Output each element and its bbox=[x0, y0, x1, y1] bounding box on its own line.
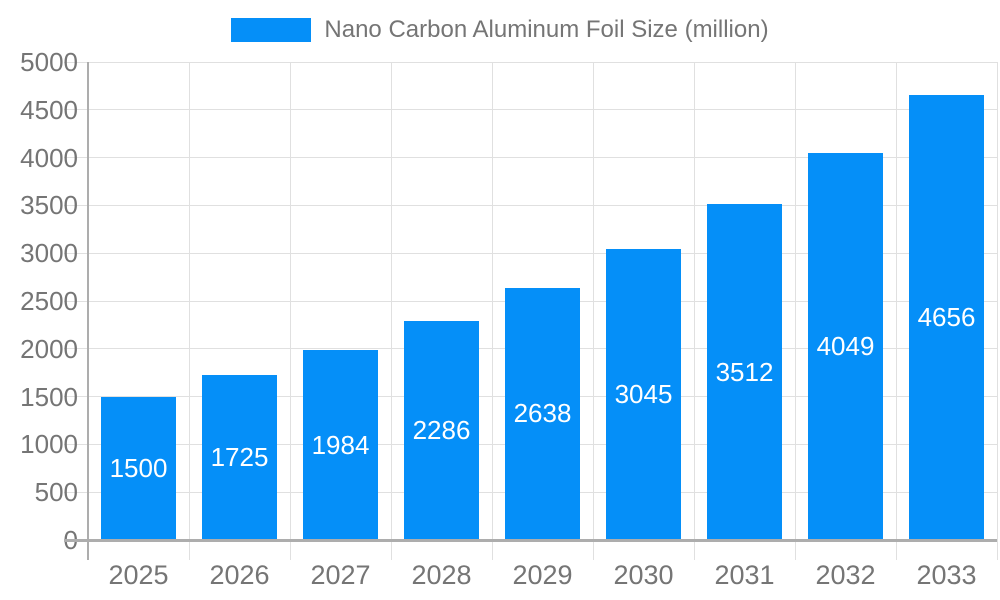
gridline-vertical bbox=[592, 62, 594, 540]
gridline-horizontal bbox=[88, 252, 997, 254]
bar[interactable]: 2286 bbox=[404, 321, 479, 540]
y-tick-label: 500 bbox=[34, 477, 78, 508]
bar[interactable]: 1500 bbox=[101, 396, 176, 540]
y-tick-label: 3500 bbox=[20, 190, 78, 221]
x-axis-tick bbox=[289, 540, 291, 560]
x-axis-tick bbox=[188, 540, 190, 560]
gridline-horizontal bbox=[88, 157, 997, 159]
bar-value-label: 1984 bbox=[311, 429, 370, 460]
x-axis-tick bbox=[895, 540, 897, 560]
x-tick-label: 2027 bbox=[310, 560, 371, 590]
legend-swatch bbox=[231, 18, 312, 42]
bar-value-label: 2286 bbox=[412, 415, 471, 446]
gridline-vertical bbox=[895, 62, 897, 540]
y-axis-tick bbox=[64, 157, 88, 159]
y-tick-label: 2000 bbox=[20, 333, 78, 364]
y-axis-tick bbox=[64, 109, 88, 111]
x-tick-label: 2025 bbox=[108, 560, 169, 590]
gridline-horizontal bbox=[88, 204, 997, 206]
legend-label: Nano Carbon Aluminum Foil Size (million) bbox=[324, 16, 769, 43]
x-axis-tick bbox=[592, 540, 594, 560]
x-axis-tick bbox=[693, 540, 695, 560]
y-axis-line bbox=[87, 62, 89, 560]
x-axis-tick bbox=[996, 540, 998, 560]
gridline-vertical bbox=[289, 62, 291, 540]
y-tick-label: 1000 bbox=[20, 429, 78, 460]
bar[interactable]: 1725 bbox=[202, 375, 277, 540]
bar-value-label: 3045 bbox=[614, 378, 673, 409]
x-axis-tick bbox=[491, 540, 493, 560]
bar-value-label: 3512 bbox=[715, 356, 774, 387]
gridline-vertical bbox=[188, 62, 190, 540]
x-axis-tick bbox=[390, 540, 392, 560]
bar[interactable]: 3045 bbox=[606, 248, 681, 540]
gridline-horizontal bbox=[88, 61, 997, 63]
x-tick-label: 2030 bbox=[613, 560, 674, 590]
y-axis-tick bbox=[64, 61, 88, 63]
y-tick-label: 5000 bbox=[20, 47, 78, 77]
y-axis-tick bbox=[64, 252, 88, 254]
x-tick-label: 2029 bbox=[512, 560, 573, 590]
gridline-vertical bbox=[390, 62, 392, 540]
x-axis-tick bbox=[794, 540, 796, 560]
y-axis-tick bbox=[64, 396, 88, 398]
bar-value-label: 4656 bbox=[917, 301, 976, 332]
y-tick-label: 4000 bbox=[20, 142, 78, 173]
bar[interactable]: 4656 bbox=[909, 94, 984, 540]
legend-item[interactable]: Nano Carbon Aluminum Foil Size (million) bbox=[0, 15, 1000, 45]
y-tick-label: 3000 bbox=[20, 238, 78, 269]
bar-value-label: 1725 bbox=[210, 442, 269, 473]
x-tick-label: 2031 bbox=[714, 560, 775, 590]
y-axis-tick bbox=[64, 491, 88, 493]
gridline-vertical bbox=[693, 62, 695, 540]
y-axis-tick bbox=[64, 443, 88, 445]
gridline-vertical bbox=[794, 62, 796, 540]
gridline-vertical bbox=[996, 62, 998, 540]
x-tick-label: 2026 bbox=[209, 560, 270, 590]
bar-value-label: 2638 bbox=[513, 398, 572, 429]
bar[interactable]: 4049 bbox=[808, 152, 883, 540]
y-axis-tick bbox=[64, 204, 88, 206]
y-axis-tick bbox=[64, 300, 88, 302]
x-axis-line bbox=[64, 539, 997, 542]
x-tick-label: 2032 bbox=[815, 560, 876, 590]
y-tick-label: 1500 bbox=[20, 381, 78, 412]
gridline-horizontal bbox=[88, 109, 997, 111]
bar-value-label: 1500 bbox=[109, 452, 168, 483]
bar[interactable]: 1984 bbox=[303, 350, 378, 540]
x-tick-label: 2028 bbox=[411, 560, 472, 590]
y-axis-tick bbox=[64, 348, 88, 350]
gridline-vertical bbox=[491, 62, 493, 540]
bar[interactable]: 3512 bbox=[707, 204, 782, 540]
bar-value-label: 4049 bbox=[816, 330, 875, 361]
y-tick-label: 4500 bbox=[20, 94, 78, 125]
bar[interactable]: 2638 bbox=[505, 287, 580, 540]
x-tick-label: 2033 bbox=[916, 560, 977, 590]
y-tick-label: 2500 bbox=[20, 286, 78, 316]
